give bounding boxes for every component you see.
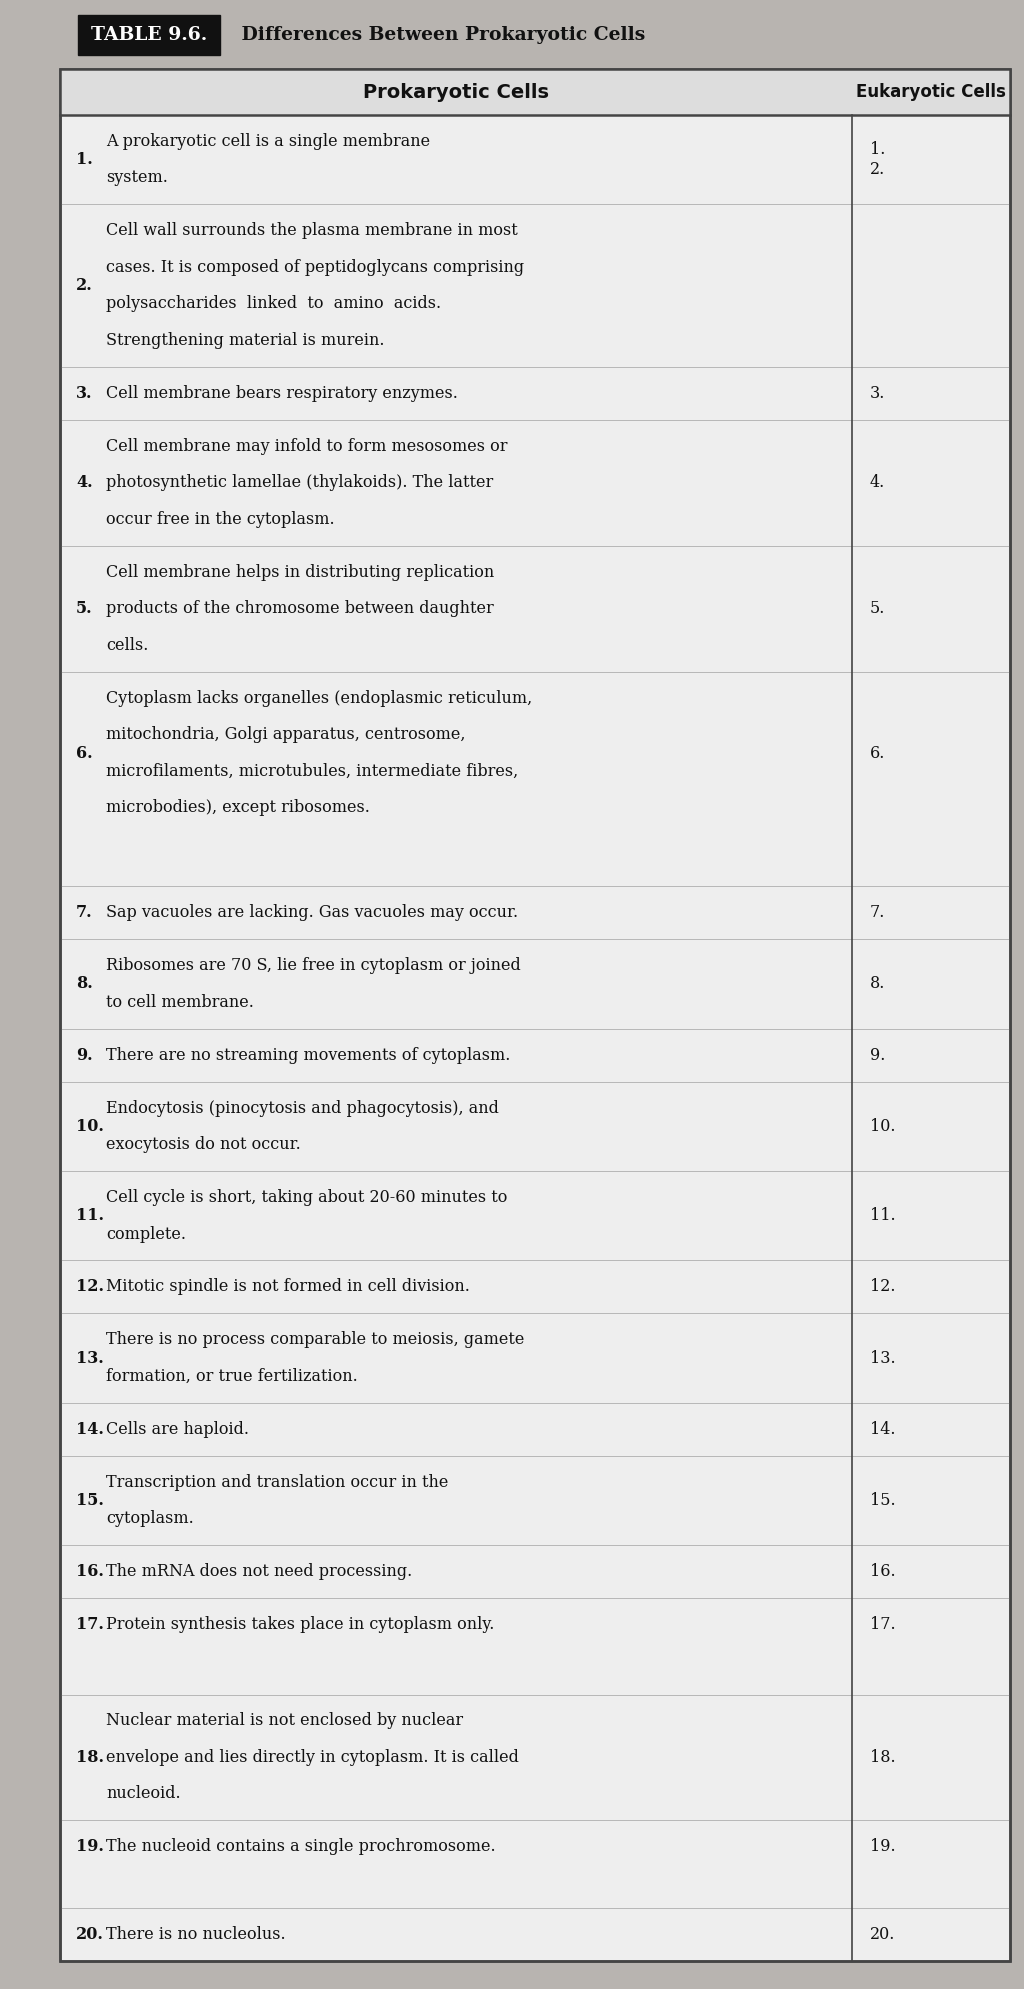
Text: microfilaments, microtubules, intermediate fibres,: microfilaments, microtubules, intermedia…: [106, 764, 518, 780]
Text: 10.: 10.: [870, 1118, 896, 1136]
Text: 14.: 14.: [870, 1420, 896, 1438]
Text: Cells are haploid.: Cells are haploid.: [106, 1420, 249, 1438]
Text: 20.: 20.: [870, 1925, 895, 1943]
Text: products of the chromosome between daughter: products of the chromosome between daugh…: [106, 601, 494, 617]
Text: formation, or true fertilization.: formation, or true fertilization.: [106, 1368, 357, 1384]
Text: 8.: 8.: [76, 975, 93, 993]
Text: 12.: 12.: [870, 1279, 896, 1295]
Text: 13.: 13.: [76, 1351, 103, 1366]
Text: 19.: 19.: [870, 1838, 896, 1856]
Text: 16.: 16.: [76, 1563, 103, 1581]
Text: Ribosomes are 70 S, lie free in cytoplasm or joined: Ribosomes are 70 S, lie free in cytoplas…: [106, 957, 521, 975]
Text: cells.: cells.: [106, 636, 148, 654]
Text: 1.: 1.: [76, 151, 93, 169]
Text: Cytoplasm lacks organelles (endoplasmic reticulum,: Cytoplasm lacks organelles (endoplasmic …: [106, 690, 532, 706]
Text: Eukaryotic Cells: Eukaryotic Cells: [856, 84, 1006, 101]
Text: 1.
2.: 1. 2.: [870, 141, 886, 179]
Text: microbodies), except ribosomes.: microbodies), except ribosomes.: [106, 800, 370, 815]
Text: Cell cycle is short, taking about 20-60 minutes to: Cell cycle is short, taking about 20-60 …: [106, 1189, 507, 1205]
Text: The mRNA does not need processing.: The mRNA does not need processing.: [106, 1563, 413, 1581]
Text: 7.: 7.: [76, 905, 92, 921]
Text: There are no streaming movements of cytoplasm.: There are no streaming movements of cyto…: [106, 1046, 510, 1064]
Text: cytoplasm.: cytoplasm.: [106, 1510, 194, 1528]
Text: There is no nucleolus.: There is no nucleolus.: [106, 1925, 286, 1943]
Text: TABLE 9.6.: TABLE 9.6.: [91, 26, 207, 44]
Text: 18.: 18.: [870, 1748, 896, 1766]
Text: 15.: 15.: [76, 1492, 103, 1510]
Text: 18.: 18.: [76, 1748, 104, 1766]
Text: 4.: 4.: [870, 473, 886, 491]
Text: A prokaryotic cell is a single membrane: A prokaryotic cell is a single membrane: [106, 133, 430, 149]
Text: 17.: 17.: [870, 1617, 896, 1633]
Text: photosynthetic lamellae (thylakoids). The latter: photosynthetic lamellae (thylakoids). Th…: [106, 473, 494, 491]
Text: 16.: 16.: [870, 1563, 896, 1581]
Text: 3.: 3.: [76, 386, 92, 402]
Text: 19.: 19.: [76, 1838, 103, 1856]
Text: The nucleoid contains a single prochromosome.: The nucleoid contains a single prochromo…: [106, 1838, 496, 1856]
Text: 6.: 6.: [870, 744, 886, 762]
Text: Transcription and translation occur in the: Transcription and translation occur in t…: [106, 1474, 449, 1492]
Text: 6.: 6.: [76, 744, 92, 762]
Text: 4.: 4.: [76, 473, 92, 491]
Text: 11.: 11.: [870, 1207, 896, 1225]
Text: Mitotic spindle is not formed in cell division.: Mitotic spindle is not formed in cell di…: [106, 1279, 470, 1295]
FancyBboxPatch shape: [60, 70, 1010, 115]
Text: Sap vacuoles are lacking. Gas vacuoles may occur.: Sap vacuoles are lacking. Gas vacuoles m…: [106, 905, 518, 921]
Text: 5.: 5.: [76, 601, 92, 617]
Text: There is no process comparable to meiosis, gamete: There is no process comparable to meiosi…: [106, 1331, 524, 1349]
Text: 9.: 9.: [870, 1046, 886, 1064]
Text: exocytosis do not occur.: exocytosis do not occur.: [106, 1136, 301, 1154]
Text: 11.: 11.: [76, 1207, 104, 1225]
FancyBboxPatch shape: [78, 16, 220, 56]
Text: Differences Between Prokaryotic Cells: Differences Between Prokaryotic Cells: [234, 26, 645, 44]
Text: nucleoid.: nucleoid.: [106, 1786, 180, 1802]
Text: system.: system.: [106, 169, 168, 187]
Text: 15.: 15.: [870, 1492, 896, 1510]
Text: 3.: 3.: [870, 386, 886, 402]
Text: 8.: 8.: [870, 975, 886, 993]
Text: polysaccharides  linked  to  amino  acids.: polysaccharides linked to amino acids.: [106, 296, 441, 312]
Text: 17.: 17.: [76, 1617, 103, 1633]
Text: 12.: 12.: [76, 1279, 104, 1295]
Text: 5.: 5.: [870, 601, 886, 617]
Text: 2.: 2.: [76, 276, 93, 294]
FancyBboxPatch shape: [60, 70, 1010, 1961]
Text: Cell membrane helps in distributing replication: Cell membrane helps in distributing repl…: [106, 563, 495, 581]
Text: 13.: 13.: [870, 1351, 896, 1366]
Text: cases. It is composed of peptidoglycans comprising: cases. It is composed of peptidoglycans …: [106, 259, 524, 276]
Text: Prokaryotic Cells: Prokaryotic Cells: [362, 82, 549, 101]
Text: Cell wall surrounds the plasma membrane in most: Cell wall surrounds the plasma membrane …: [106, 223, 518, 239]
Text: mitochondria, Golgi apparatus, centrosome,: mitochondria, Golgi apparatus, centrosom…: [106, 726, 466, 744]
Text: Protein synthesis takes place in cytoplasm only.: Protein synthesis takes place in cytopla…: [106, 1617, 495, 1633]
Text: occur free in the cytoplasm.: occur free in the cytoplasm.: [106, 511, 335, 527]
Text: 10.: 10.: [76, 1118, 103, 1136]
Text: 20.: 20.: [76, 1925, 103, 1943]
Text: Cell membrane bears respiratory enzymes.: Cell membrane bears respiratory enzymes.: [106, 386, 458, 402]
Text: 14.: 14.: [76, 1420, 103, 1438]
Text: 9.: 9.: [76, 1046, 92, 1064]
Text: envelope and lies directly in cytoplasm. It is called: envelope and lies directly in cytoplasm.…: [106, 1748, 519, 1766]
Text: 7.: 7.: [870, 905, 886, 921]
Text: Strengthening material is murein.: Strengthening material is murein.: [106, 332, 384, 348]
Text: Nuclear material is not enclosed by nuclear: Nuclear material is not enclosed by nucl…: [106, 1713, 463, 1730]
Text: Cell membrane may infold to form mesosomes or: Cell membrane may infold to form mesosom…: [106, 438, 508, 455]
Text: to cell membrane.: to cell membrane.: [106, 994, 254, 1010]
Text: Endocytosis (pinocytosis and phagocytosis), and: Endocytosis (pinocytosis and phagocytosi…: [106, 1100, 499, 1116]
Text: complete.: complete.: [106, 1225, 186, 1243]
